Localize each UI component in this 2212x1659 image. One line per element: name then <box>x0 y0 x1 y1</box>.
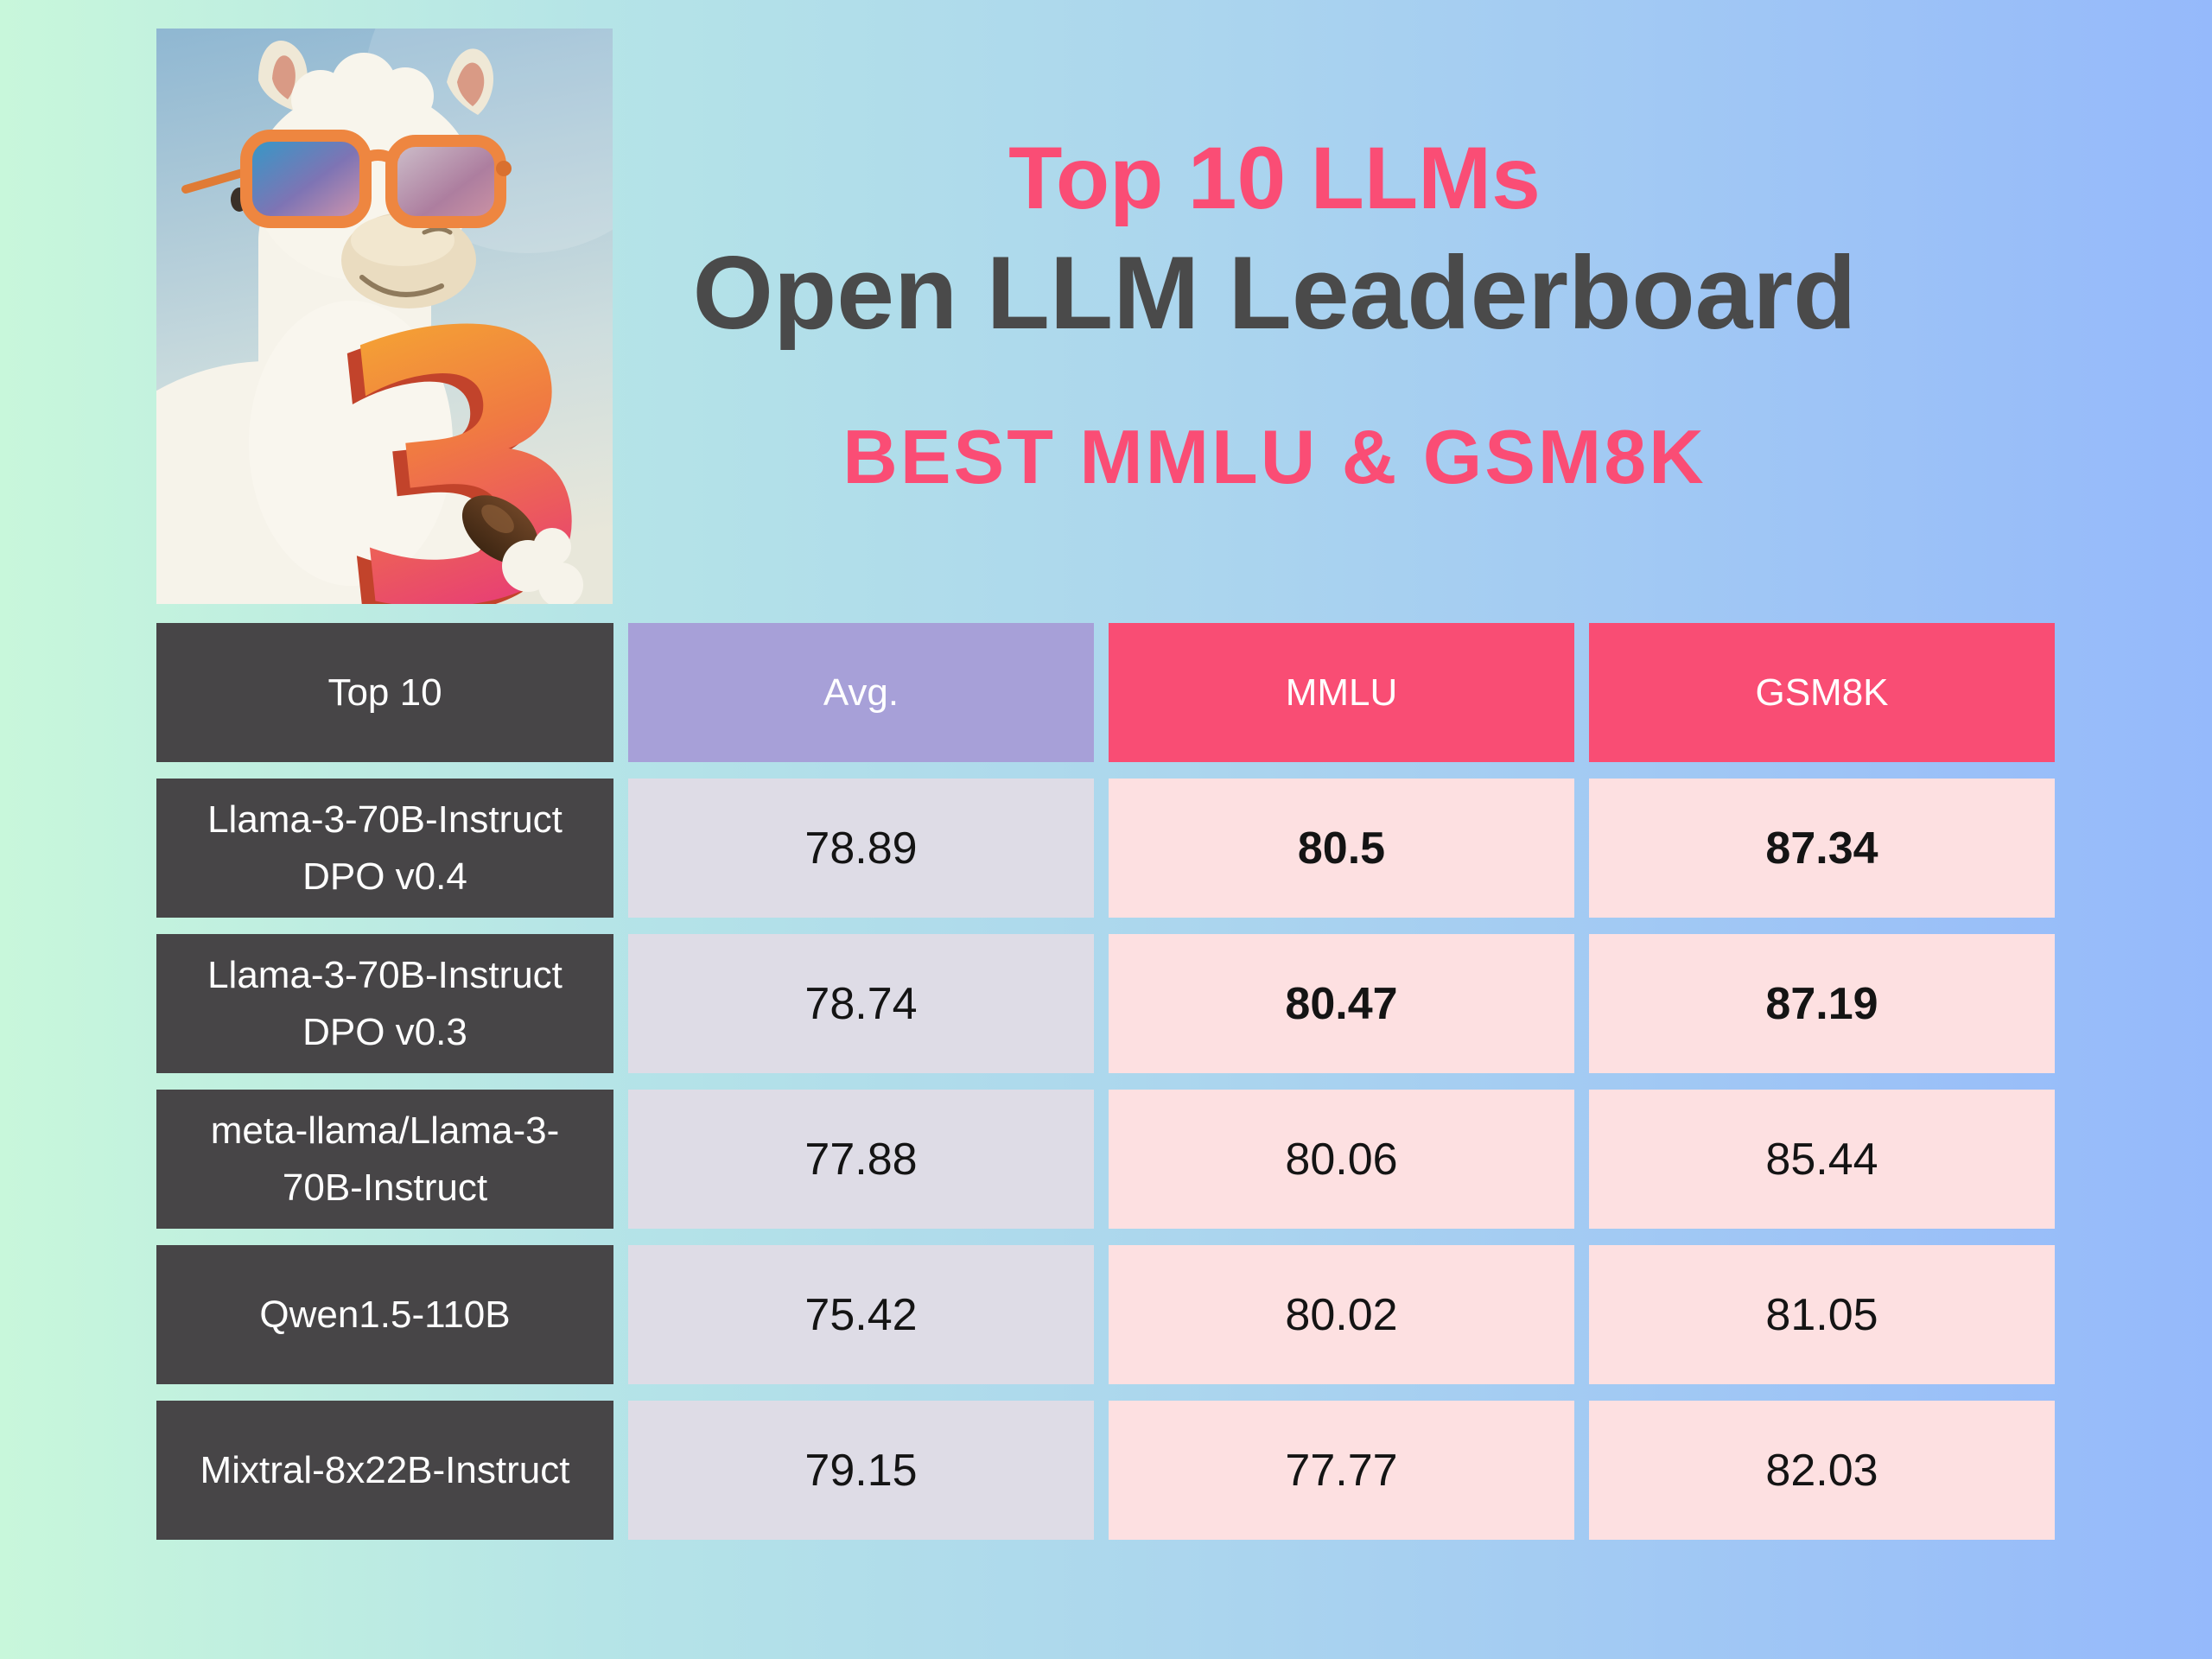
header-cell-mmlu: MMLU <box>1109 623 1574 762</box>
mmlu-score-cell: 80.02 <box>1109 1245 1574 1384</box>
header-cell-gsm8k: GSM8K <box>1589 623 2055 762</box>
title-block: Top 10 LLMs Open LLM Leaderboard BEST MM… <box>613 130 1936 495</box>
avg-score-cell: 79.15 <box>628 1401 1094 1540</box>
gsm8k-score-cell: 81.05 <box>1589 1245 2055 1384</box>
leaderboard-table: Top 10 Avg. MMLU GSM8K Llama-3-70B-Instr… <box>156 623 2055 1540</box>
avg-score-cell: 75.42 <box>628 1245 1094 1384</box>
gsm8k-score-cell: 82.03 <box>1589 1401 2055 1540</box>
mmlu-score-cell: 80.5 <box>1109 779 1574 918</box>
mmlu-score-cell: 77.77 <box>1109 1401 1574 1540</box>
header-cell-top10: Top 10 <box>156 623 613 762</box>
page-title: Top 10 LLMs <box>1008 129 1541 227</box>
model-name-cell: Qwen1.5-110B <box>156 1245 613 1384</box>
page-tagline: BEST MMLU & GSM8K <box>842 413 1707 499</box>
sunglasses-icon <box>181 130 512 228</box>
mmlu-score-cell: 80.06 <box>1109 1090 1574 1229</box>
model-name-cell: Mixtral-8x22B-Instruct <box>156 1401 613 1540</box>
gsm8k-score-cell: 87.34 <box>1589 779 2055 918</box>
avg-score-cell: 77.88 <box>628 1090 1094 1229</box>
gsm8k-score-cell: 87.19 <box>1589 934 2055 1073</box>
model-name-cell: Llama-3-70B-Instruct DPO v0.3 <box>156 934 613 1073</box>
model-name-cell: Llama-3-70B-Instruct DPO v0.4 <box>156 779 613 918</box>
model-name-cell: meta-llama/Llama-3- 70B-Instruct <box>156 1090 613 1229</box>
header-cell-avg: Avg. <box>628 623 1094 762</box>
llama-illustration: 3 3 <box>156 29 613 604</box>
llama-nostril <box>422 226 453 235</box>
page-subtitle: Open LLM Leaderboard <box>692 235 1857 352</box>
avg-score-cell: 78.89 <box>628 779 1094 918</box>
fur-tufts <box>502 528 583 604</box>
llama-hero-image: 3 3 <box>156 29 613 604</box>
mmlu-score-cell: 80.47 <box>1109 934 1574 1073</box>
llama-smile <box>359 275 444 297</box>
gsm8k-score-cell: 85.44 <box>1589 1090 2055 1229</box>
avg-score-cell: 78.74 <box>628 934 1094 1073</box>
